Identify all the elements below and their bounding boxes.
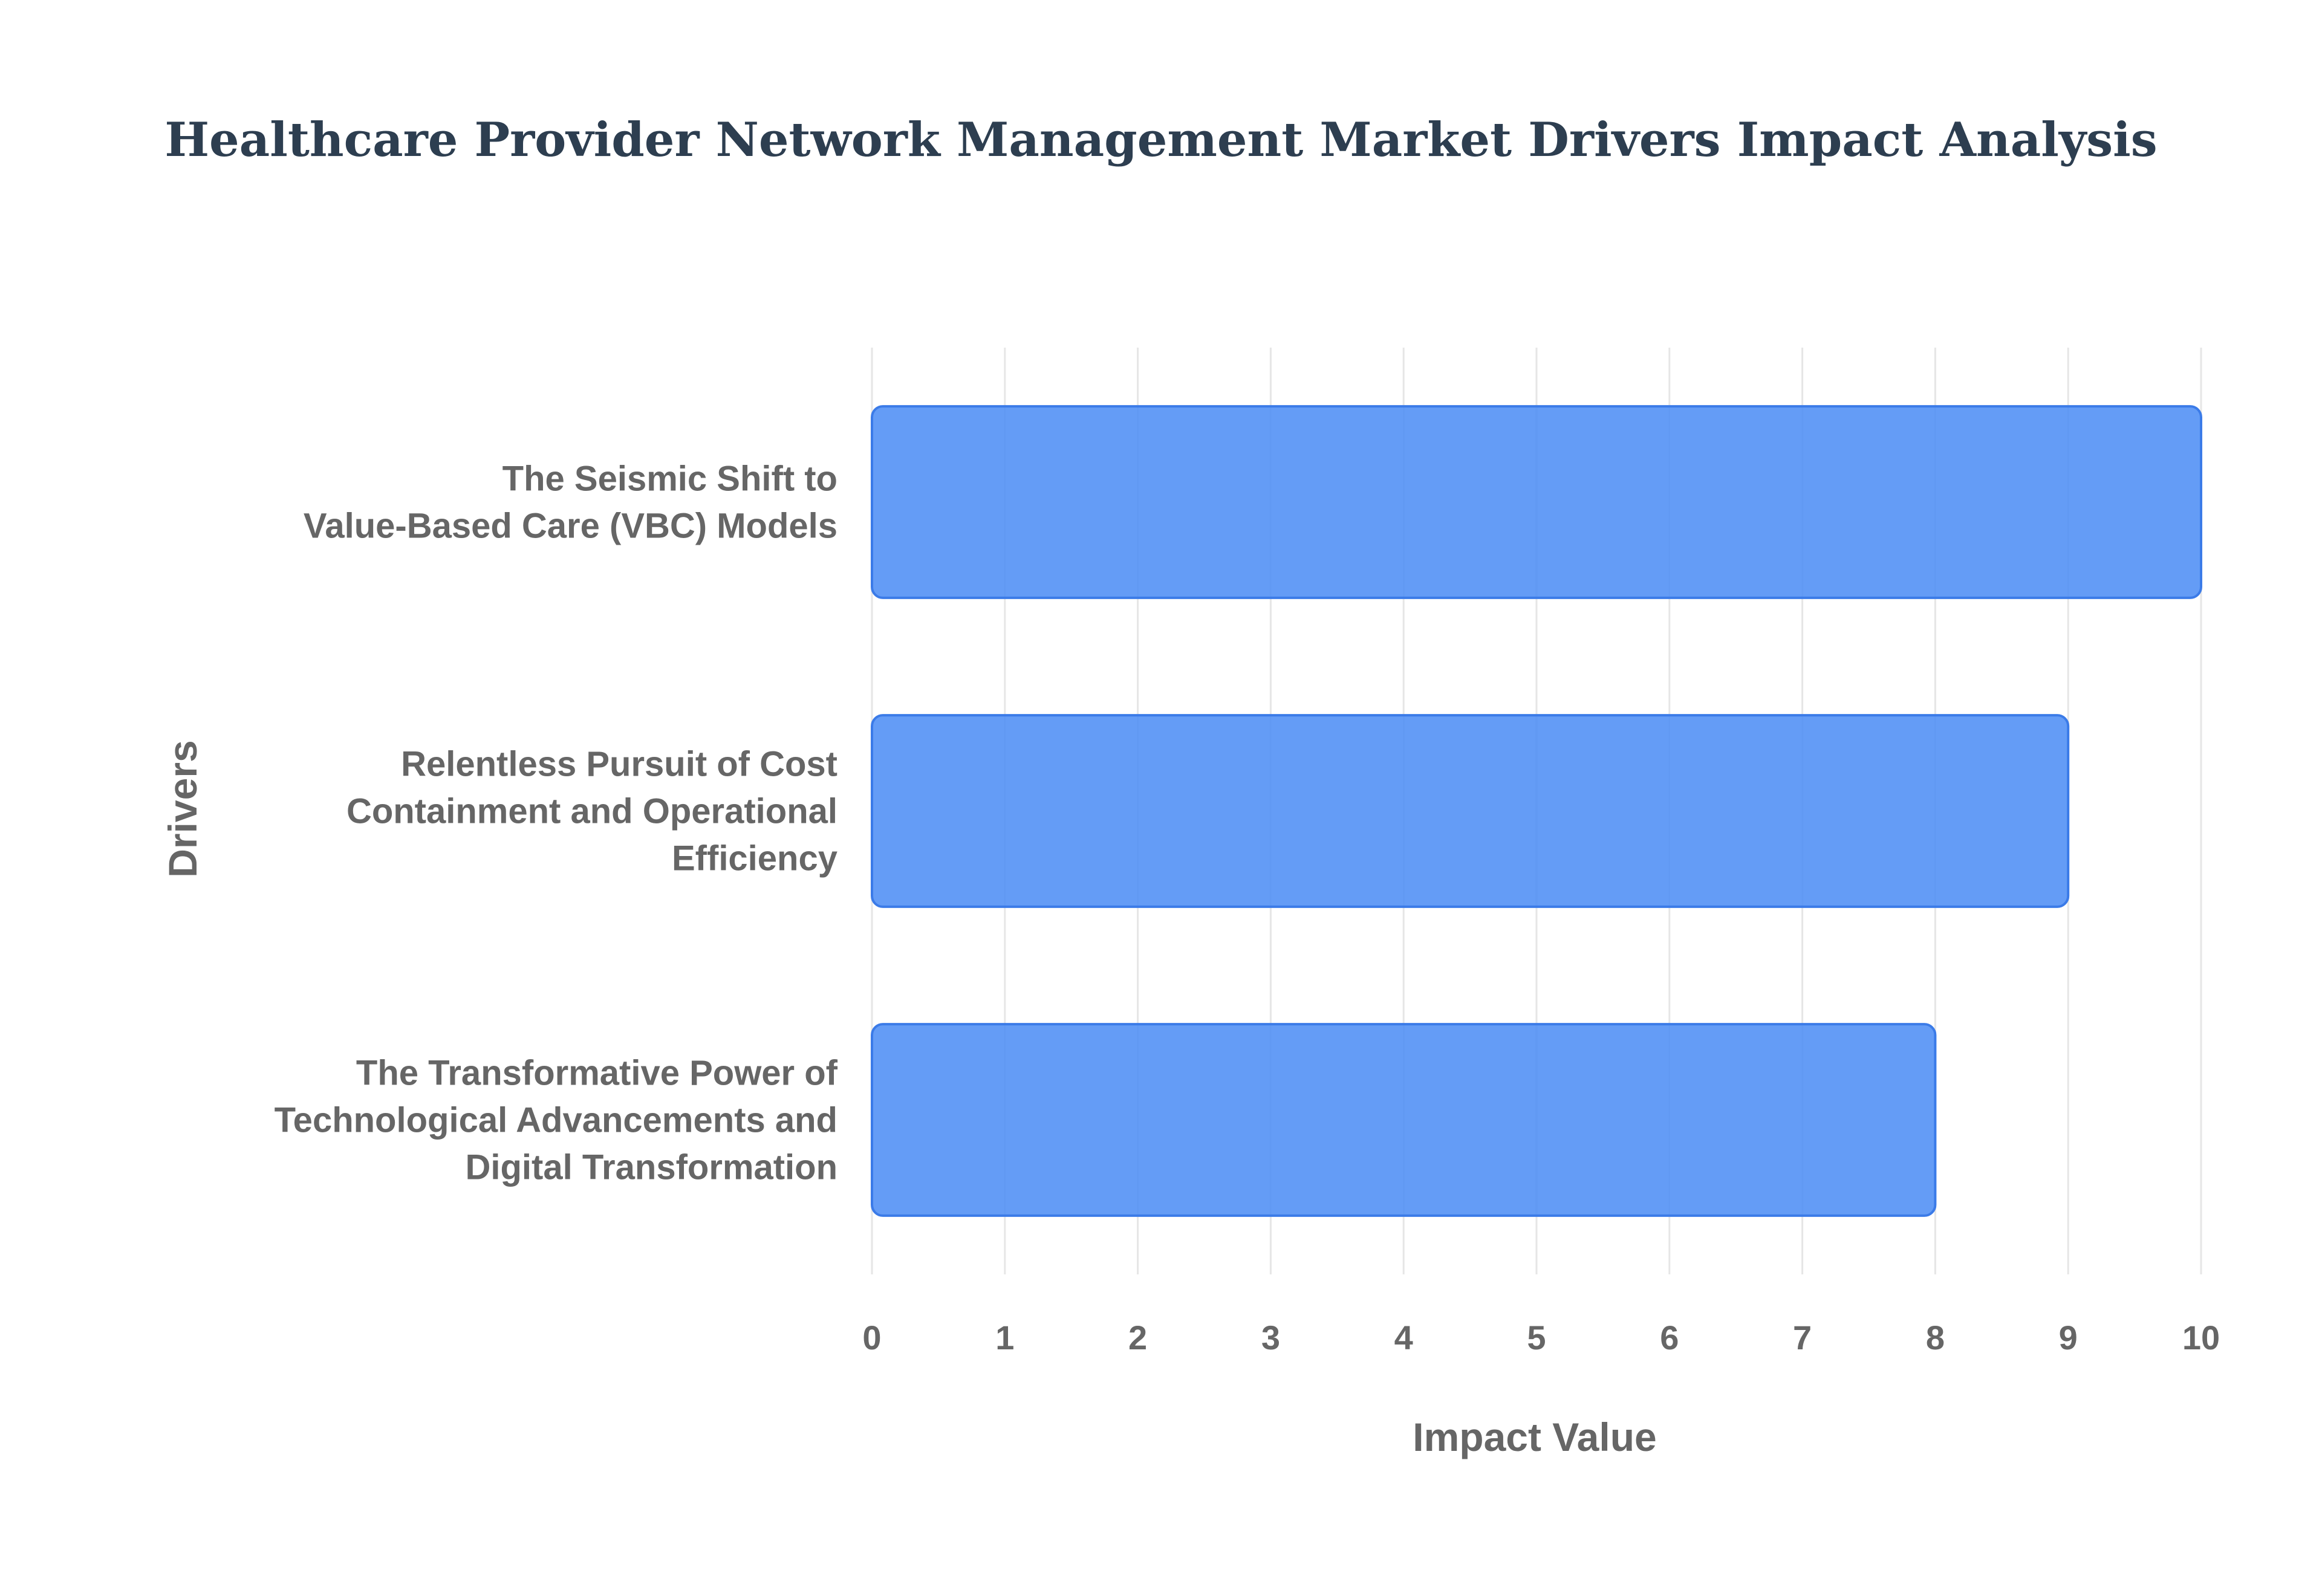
x-tick-label: 4	[1394, 1319, 1413, 1357]
chart-title: Healthcare Provider Network Management M…	[164, 112, 2157, 167]
x-tick-label: 9	[2059, 1319, 2078, 1357]
bars	[871, 405, 2202, 1217]
x-axis-title: Impact Value	[1413, 1415, 1657, 1459]
x-tick-label: 0	[862, 1319, 881, 1357]
x-tick-label: 8	[1926, 1319, 1945, 1357]
bar	[871, 1023, 1937, 1217]
category-labels: The Seismic Shift to Value-Based Care (VB…	[275, 459, 838, 1187]
x-tick-label: 10	[2182, 1319, 2220, 1357]
x-tick-label: 6	[1660, 1319, 1679, 1357]
category-label: Relentless Pursuit of Cost Containment an…	[346, 745, 837, 878]
category-label: The Transformative Power of Technological…	[275, 1054, 838, 1187]
x-tick-label: 5	[1527, 1319, 1546, 1357]
x-tick-label: 2	[1128, 1319, 1147, 1357]
category-label: The Seismic Shift to Value-Based Care (VB…	[304, 459, 837, 546]
y-axis-title: Drivers	[160, 740, 205, 878]
x-tick-label: 3	[1261, 1319, 1280, 1357]
bar	[871, 714, 2070, 908]
bar	[871, 405, 2202, 599]
x-tick-label: 1	[995, 1319, 1014, 1357]
x-tick-label: 7	[1793, 1319, 1812, 1357]
x-tick-labels: 0 1 2 3 4 5 6 7 8 9 10	[862, 1319, 2220, 1357]
